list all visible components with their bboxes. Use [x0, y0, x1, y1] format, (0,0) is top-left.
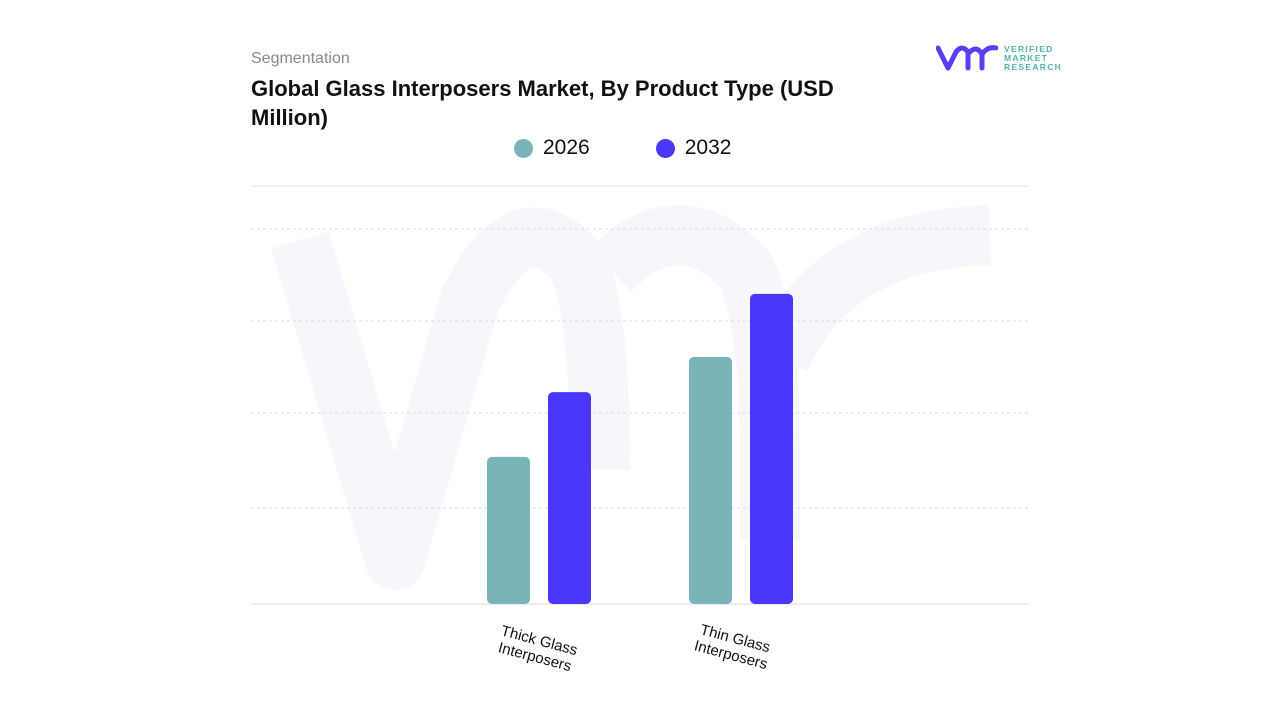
- legend-item-2032: 2032: [655, 136, 732, 160]
- legend: 2026 2032: [514, 136, 731, 160]
- logo-line: RESEARCH: [1004, 61, 1063, 72]
- legend-label: 2026: [543, 136, 590, 159]
- logo-line: MARKET: [1004, 52, 1049, 63]
- gridlines: [251, 185, 1029, 605]
- legend-swatch: [655, 138, 675, 158]
- bars: [487, 293, 793, 604]
- legend-label: 2032: [684, 136, 732, 159]
- vmr-logo: VERIFIED MARKET RESEARCH: [936, 44, 1062, 72]
- vmr-logo-icon: [936, 45, 998, 71]
- bar-2032: [548, 392, 591, 604]
- bar-2026: [689, 356, 732, 604]
- logo-line: VERIFIED: [1004, 43, 1054, 54]
- bar-2032: [750, 293, 793, 604]
- legend-item-2026: 2026: [514, 136, 590, 160]
- watermark: [271, 205, 992, 590]
- segment-label: Segmentation: [251, 50, 350, 67]
- legend-swatch: [514, 138, 533, 158]
- bar-2026: [487, 456, 530, 604]
- chart-title: Global Glass Interposers Market, By Prod…: [251, 76, 834, 130]
